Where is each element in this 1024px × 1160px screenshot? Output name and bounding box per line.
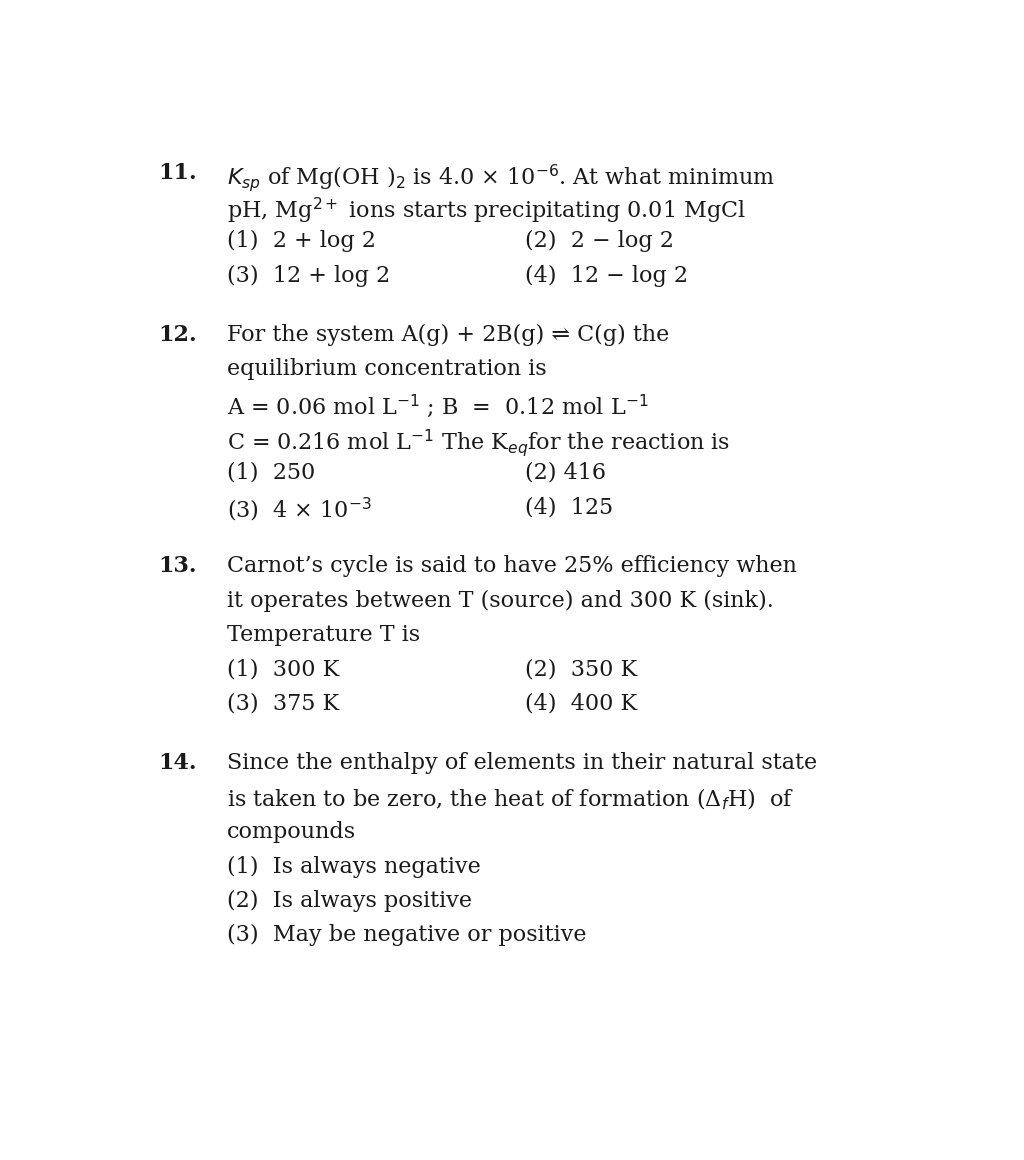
Text: (4)  12 − log 2: (4) 12 − log 2 — [524, 264, 688, 287]
Text: (3)  375 K: (3) 375 K — [227, 693, 339, 715]
Text: (4)  125: (4) 125 — [524, 496, 613, 519]
Text: (3)  4 × 10$^{-3}$: (3) 4 × 10$^{-3}$ — [227, 496, 372, 524]
Text: (2)  2 − log 2: (2) 2 − log 2 — [524, 231, 674, 253]
Text: Carnot’s cycle is said to have 25% efficiency when: Carnot’s cycle is said to have 25% effic… — [227, 556, 797, 578]
Text: compounds: compounds — [227, 821, 356, 843]
Text: For the system A(g) + 2B(g) ⇌ C(g) the: For the system A(g) + 2B(g) ⇌ C(g) the — [227, 324, 670, 346]
Text: (1)  250: (1) 250 — [227, 462, 315, 484]
Text: is taken to be zero, the heat of formation (Δ$_f$H)  of: is taken to be zero, the heat of formati… — [227, 786, 795, 812]
Text: equilibrium concentration is: equilibrium concentration is — [227, 358, 547, 380]
Text: (3)  12 + log 2: (3) 12 + log 2 — [227, 264, 390, 287]
Text: Temperature T is: Temperature T is — [227, 624, 420, 646]
Text: it operates between T (source) and 300 K (sink).: it operates between T (source) and 300 K… — [227, 589, 774, 612]
Text: 14.: 14. — [158, 753, 197, 775]
Text: $K_{sp}$ of Mg(OH )$_2$ is 4.0 × 10$^{-6}$. At what minimum: $K_{sp}$ of Mg(OH )$_2$ is 4.0 × 10$^{-6… — [227, 161, 775, 194]
Text: (1)  Is always negative: (1) Is always negative — [227, 856, 481, 878]
Text: pH, Mg$^{2+}$ ions starts precipitating 0.01 MgCl: pH, Mg$^{2+}$ ions starts precipitating … — [227, 196, 746, 226]
Text: (1)  300 K: (1) 300 K — [227, 659, 339, 681]
Text: (4)  400 K: (4) 400 K — [524, 693, 637, 715]
Text: 12.: 12. — [158, 324, 197, 346]
Text: 11.: 11. — [158, 161, 197, 183]
Text: C = 0.216 mol L$^{-1}$ The K$_{eq}$for the reaction is: C = 0.216 mol L$^{-1}$ The K$_{eq}$for t… — [227, 427, 730, 459]
Text: (1)  2 + log 2: (1) 2 + log 2 — [227, 231, 376, 253]
Text: (2) 416: (2) 416 — [524, 462, 606, 484]
Text: (2)  350 K: (2) 350 K — [524, 659, 637, 681]
Text: (2)  Is always positive: (2) Is always positive — [227, 890, 472, 912]
Text: Since the enthalpy of elements in their natural state: Since the enthalpy of elements in their … — [227, 753, 817, 775]
Text: (3)  May be negative or positive: (3) May be negative or positive — [227, 925, 587, 947]
Text: 13.: 13. — [158, 556, 197, 578]
Text: A = 0.06 mol L$^{-1}$ ; B  =  0.12 mol L$^{-1}$: A = 0.06 mol L$^{-1}$ ; B = 0.12 mol L$^… — [227, 393, 648, 420]
